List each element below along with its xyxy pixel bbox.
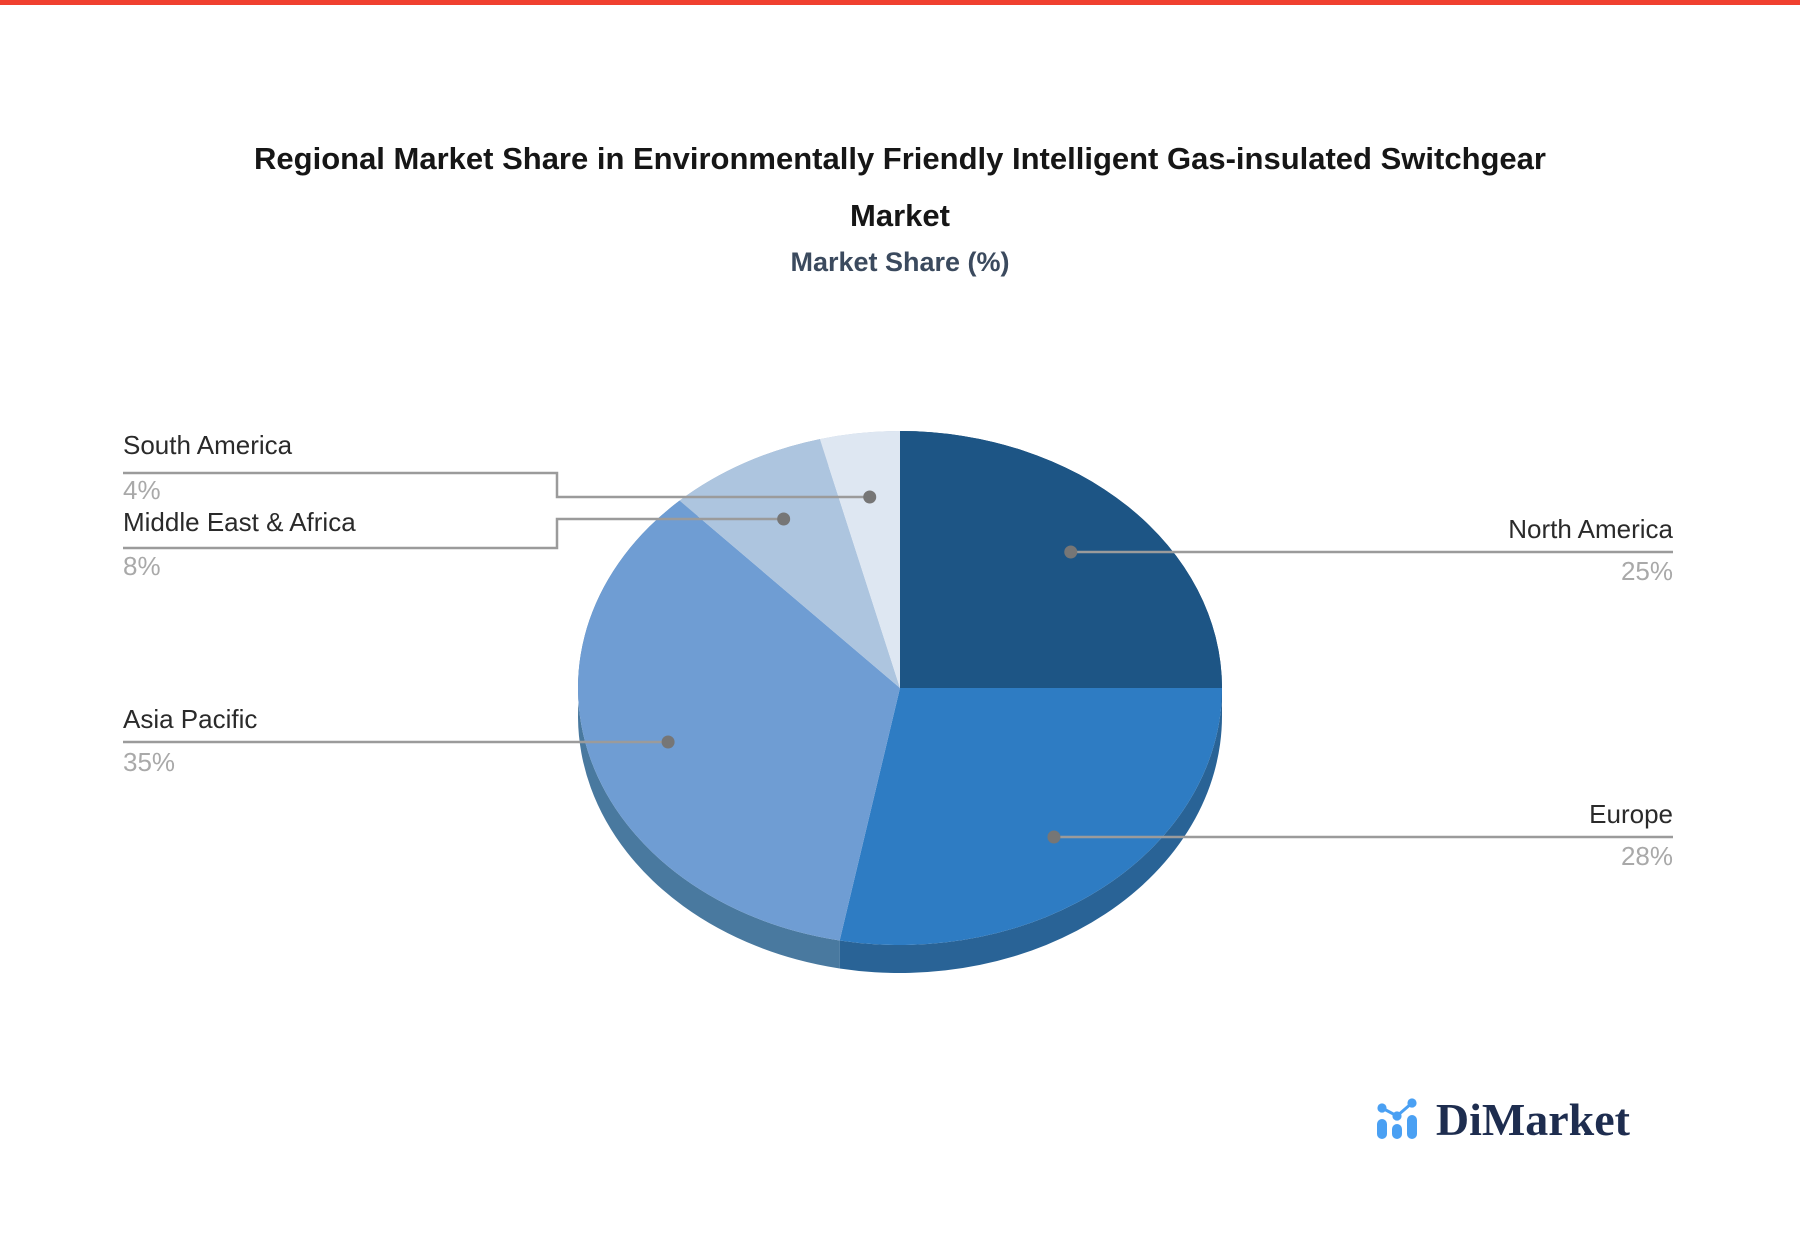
pie-slice-side-europe: [839, 688, 1222, 973]
chart-title: Regional Market Share in Environmentally…: [120, 130, 1680, 244]
label-north-america-percent: 25%: [1620, 556, 1673, 586]
label-asia-pacific: Asia Pacific: [123, 704, 258, 734]
label-europe: Europe: [1589, 799, 1673, 829]
chart-title-line-1: Regional Market Share in Environmentally…: [254, 141, 1546, 176]
label-connector-dot-asia-pacific: [661, 735, 675, 749]
label-europe-percent: 28%: [1620, 841, 1673, 871]
label-asia-pacific-percent: 35%: [123, 747, 176, 777]
pie-slice-europe[interactable]: [839, 688, 1222, 946]
pie-slice-side-asia-pacific: [577, 500, 840, 969]
pie-slice-middle-east-africa[interactable]: [679, 439, 900, 688]
label-connector-south-america: [123, 471, 870, 499]
label-south-america-percent: 4%: [123, 475, 161, 505]
pie-slice-asia-pacific[interactable]: [577, 500, 900, 941]
chart-title-line-2: Market: [850, 198, 950, 233]
chart-subtitle: Market Share (%): [790, 247, 1010, 277]
label-connector-dot-europe: [1047, 830, 1061, 844]
label-connector-dot-middle-east-africa: [777, 512, 791, 526]
top-accent-bar: [0, 0, 1800, 5]
label-south-america: South America: [123, 430, 293, 460]
label-middle-east-africa: Middle East & Africa: [123, 507, 356, 537]
label-connector-middle-east-africa: [123, 517, 784, 550]
label-connector-dot-north-america: [1064, 545, 1078, 559]
label-connector-dot-south-america: [863, 490, 877, 504]
label-middle-east-africa-percent: 8%: [123, 551, 161, 581]
pie-slice-south-america[interactable]: [819, 431, 900, 688]
dimarket-logo: DiMarket: [1376, 1096, 1630, 1144]
logo-text: DiMarket: [1435, 1094, 1630, 1145]
label-north-america: North America: [1508, 514, 1673, 544]
bar-line-chart-icon: [1376, 1098, 1417, 1139]
pie-slice-north-america[interactable]: [900, 431, 1222, 688]
